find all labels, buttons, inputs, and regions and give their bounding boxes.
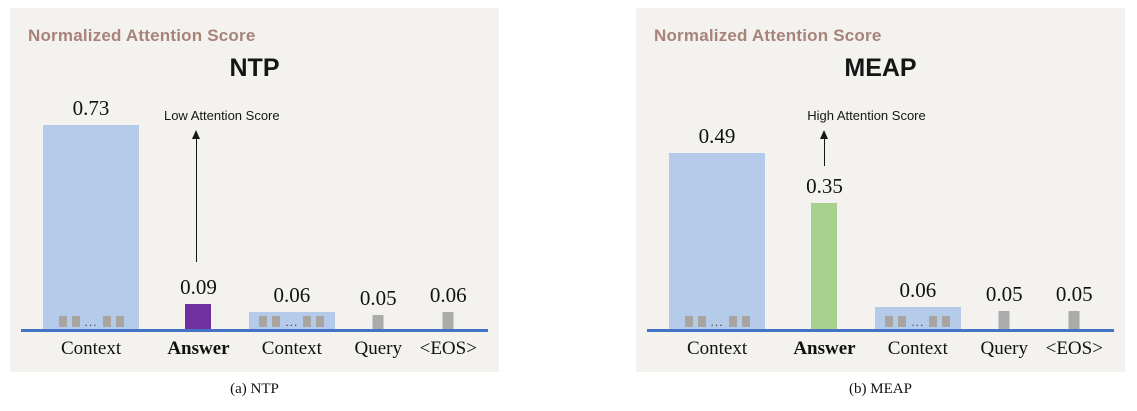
bar-slot-context: ... 0.73 — [21, 92, 161, 332]
subcaption-b: (b) MEAP — [849, 381, 912, 397]
plot-area-meap: ... 0.49 0.35... 0.06 0.05 0.05 High Attentio… — [647, 92, 1114, 332]
bar-slot-context: ... 0.06 — [862, 92, 974, 332]
value-label-answer: 0.35 — [806, 174, 843, 198]
up-arrow-icon — [819, 130, 828, 166]
token-tick — [316, 316, 325, 327]
value-label-answer: 0.09 — [180, 275, 217, 299]
x-tick-label-query: Query — [354, 338, 402, 359]
token-ticks: ... — [669, 315, 765, 329]
bar-slot-answer: 0.35 — [787, 92, 862, 332]
chart-title-meap: MEAP — [844, 54, 917, 82]
value-label-context: 0.73 — [72, 96, 110, 120]
bar-context: ... — [669, 153, 766, 329]
x-tick-label-context: Context — [686, 338, 748, 359]
token-tick — [697, 316, 706, 327]
token-tick — [71, 316, 80, 327]
bar-answer — [185, 304, 212, 329]
x-tick-label-context: Context — [60, 338, 122, 359]
token-ticks: ... — [875, 315, 961, 329]
bar-context: ... — [248, 312, 335, 329]
x-tick-label-context: Context — [887, 338, 948, 359]
bars-group-ntp: ... 0.73 0.09... 0.06 0.05 0.06 — [21, 92, 488, 332]
token-tick — [115, 316, 124, 327]
x-tick-label-eos: <EOS> — [419, 338, 477, 359]
bar-query — [372, 315, 384, 329]
value-label-context: 0.06 — [899, 278, 937, 302]
token-ticks: ... — [43, 315, 139, 329]
ellipsis-dots: ... — [285, 315, 299, 329]
chart-panel-ntp: Normalized Attention Score NTP ... 0.73 0.… — [10, 8, 499, 372]
token-tick — [102, 316, 111, 327]
token-tick — [259, 316, 268, 327]
value-label-eos: 0.06 — [429, 283, 467, 307]
token-tick — [929, 316, 938, 327]
x-axis-labels-meap: Context Answer Context Query <EOS> — [647, 338, 1114, 360]
x-axis-line — [21, 329, 488, 332]
subcaption-a: (a) NTP — [230, 381, 279, 397]
bars-group-meap: ... 0.49 0.35... 0.06 0.05 0.05 — [647, 92, 1114, 332]
token-tick — [272, 316, 281, 327]
x-tick-label-eos: <EOS> — [1045, 338, 1103, 359]
y-axis-title: Normalized Attention Score — [654, 26, 882, 45]
bar-query — [998, 311, 1010, 329]
token-tick — [684, 316, 693, 327]
bar-slot-context: ... 0.06 — [236, 92, 348, 332]
x-tick-label-answer: Answer — [793, 338, 856, 359]
x-axis-labels-ntp: Context Answer Context Query <EOS> — [21, 338, 488, 360]
value-label-query: 0.05 — [985, 282, 1023, 306]
value-label-context: 0.06 — [273, 283, 311, 307]
value-label-eos: 0.05 — [1055, 282, 1093, 306]
bar-slot-eos: 0.05 — [1035, 92, 1114, 332]
bar-context: ... — [874, 307, 961, 329]
bar-eos — [1068, 311, 1080, 329]
ellipsis-dots: ... — [911, 315, 925, 329]
up-arrow-icon — [191, 130, 200, 262]
bar-slot-query: 0.05 — [348, 92, 409, 332]
bar-slot-answer: 0.09 — [161, 92, 236, 332]
token-ticks: ... — [249, 315, 335, 329]
bar-answer — [811, 203, 838, 329]
token-tick — [728, 316, 737, 327]
token-tick — [741, 316, 750, 327]
annotation-label-ntp: Low Attention Score — [163, 108, 280, 123]
x-tick-label-answer: Answer — [167, 338, 230, 359]
token-tick — [58, 316, 67, 327]
token-tick — [942, 316, 951, 327]
value-label-query: 0.05 — [359, 286, 397, 310]
bar-context: ... — [43, 125, 140, 329]
annotation-label-meap: High Attention Score — [807, 108, 926, 123]
token-tick — [898, 316, 907, 327]
ellipsis-dots: ... — [84, 315, 98, 329]
x-tick-label-context: Context — [261, 338, 322, 359]
plot-area-ntp: ... 0.73 0.09... 0.06 0.05 0.06 Low Attention… — [21, 92, 488, 332]
bar-slot-query: 0.05 — [974, 92, 1035, 332]
value-label-context: 0.49 — [698, 124, 736, 148]
token-tick — [303, 316, 312, 327]
bar-slot-context: ... 0.49 — [647, 92, 787, 332]
x-axis-line — [647, 329, 1114, 332]
chart-panel-meap: Normalized Attention Score MEAP ... 0.49 0… — [636, 8, 1125, 372]
x-tick-label-query: Query — [980, 338, 1028, 359]
bar-eos — [442, 312, 454, 329]
bar-slot-eos: 0.06 — [409, 92, 488, 332]
ellipsis-dots: ... — [710, 315, 724, 329]
chart-title-ntp: NTP — [229, 54, 280, 82]
y-axis-title: Normalized Attention Score — [28, 26, 256, 45]
token-tick — [885, 316, 894, 327]
